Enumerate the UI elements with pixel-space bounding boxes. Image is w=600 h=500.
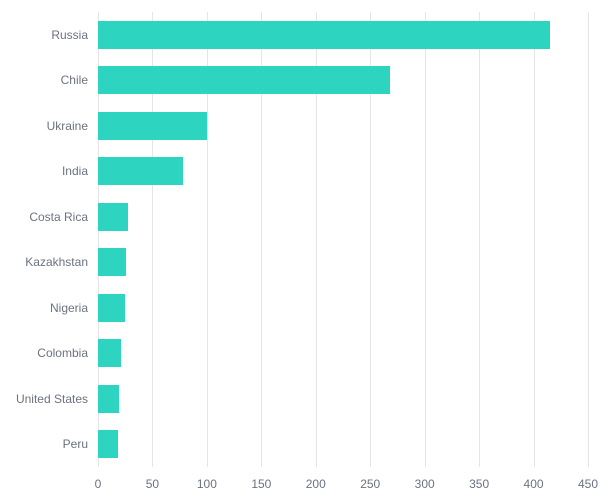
bar — [98, 294, 125, 322]
y-tick-label: Costa Rica — [29, 210, 88, 224]
x-tick-label: 350 — [469, 477, 489, 491]
y-tick-label: Peru — [63, 437, 88, 451]
bar — [98, 385, 119, 413]
bar — [98, 112, 207, 140]
gridline — [425, 12, 426, 467]
bar — [98, 248, 126, 276]
y-tick-label: Chile — [61, 73, 88, 87]
x-tick-label: 450 — [578, 477, 598, 491]
y-tick-label: Russia — [51, 28, 88, 42]
gridline — [588, 12, 589, 467]
x-tick-label: 400 — [524, 477, 544, 491]
y-tick-label: United States — [16, 392, 88, 406]
x-tick-label: 100 — [197, 477, 217, 491]
plot-area — [98, 12, 588, 467]
y-tick-label: India — [62, 164, 88, 178]
x-tick-label: 200 — [306, 477, 326, 491]
horizontal-bar-chart: 0 50 100 150 200 250 300 350 400 450 Russia Chile U… — [0, 0, 600, 500]
bar — [98, 66, 390, 94]
y-tick-label: Kazakhstan — [25, 255, 88, 269]
y-tick-label: Nigeria — [50, 301, 88, 315]
bar — [98, 339, 121, 367]
x-tick-label: 300 — [415, 477, 435, 491]
bar — [98, 157, 183, 185]
x-tick-label: 150 — [251, 477, 271, 491]
bar — [98, 430, 118, 458]
y-tick-label: Colombia — [37, 346, 88, 360]
x-tick-label: 50 — [146, 477, 159, 491]
bar — [98, 21, 550, 49]
y-tick-label: Ukraine — [47, 119, 88, 133]
gridline — [534, 12, 535, 467]
x-tick-label: 0 — [95, 477, 102, 491]
x-tick-label: 250 — [360, 477, 380, 491]
bar — [98, 203, 128, 231]
gridline — [479, 12, 480, 467]
